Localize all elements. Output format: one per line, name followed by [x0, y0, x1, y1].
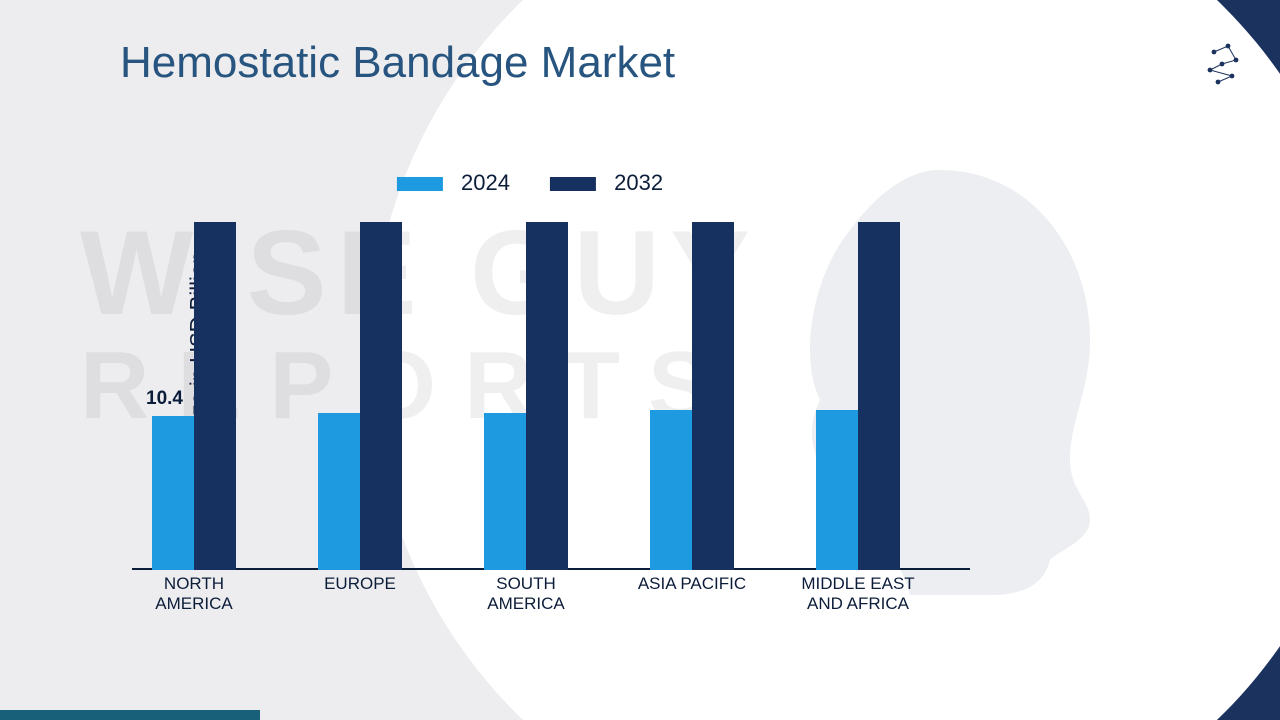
legend: 2024 2032 — [397, 170, 663, 196]
bar-2024 — [152, 416, 194, 570]
legend-swatch-2032 — [550, 177, 596, 191]
legend-label-2032: 2032 — [614, 170, 663, 195]
stage: WISE GUY REPORTS Hemostatic Bandage Mark… — [0, 0, 1280, 720]
bar-value-label: 10.4 — [146, 388, 183, 410]
category-label: SOUTH AMERICA — [466, 574, 586, 613]
bar-2024 — [650, 410, 692, 570]
bar-2032 — [194, 222, 236, 570]
bar-2024 — [816, 410, 858, 570]
page-title: Hemostatic Bandage Market — [120, 38, 675, 88]
chart-area: 2024 2032 Market Size in USD Billion 10.… — [90, 170, 970, 590]
category-label: ASIA PACIFIC — [632, 574, 752, 594]
legend-item-2024: 2024 — [397, 170, 510, 196]
bar-2032 — [526, 222, 568, 570]
legend-item-2032: 2032 — [550, 170, 663, 196]
bar-2032 — [360, 222, 402, 570]
footer-strip — [0, 710, 260, 720]
legend-label-2024: 2024 — [461, 170, 510, 195]
category-label: EUROPE — [300, 574, 420, 594]
bar-2024 — [318, 413, 360, 570]
logo-head-icon — [1184, 24, 1262, 110]
category-label: NORTH AMERICA — [134, 574, 254, 613]
plot-area: 10.4 — [132, 200, 970, 570]
bar-2032 — [692, 222, 734, 570]
legend-swatch-2024 — [397, 177, 443, 191]
category-label: MIDDLE EAST AND AFRICA — [798, 574, 918, 613]
bar-2024 — [484, 413, 526, 570]
logo: WISE GUY R E P O R T S — [1036, 30, 1250, 77]
bar-2032 — [858, 222, 900, 570]
